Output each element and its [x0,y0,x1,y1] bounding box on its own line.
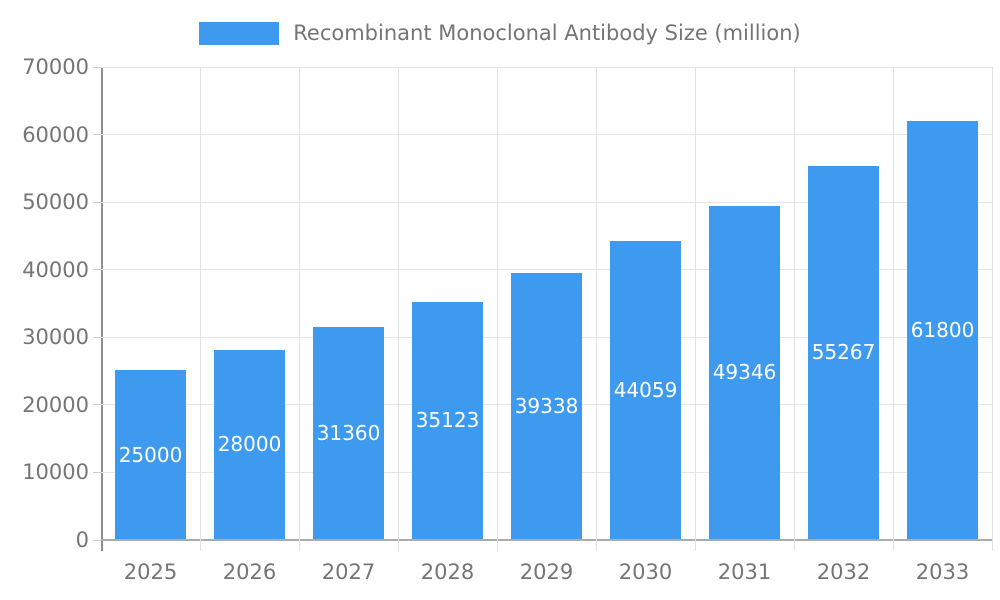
v-gridline [496,67,498,551]
y-axis-tick [93,66,101,68]
h-gridline [101,134,992,136]
bar[interactable]: 31360 [313,327,384,539]
x-tick-label: 2025 [123,560,178,584]
v-gridline [892,67,894,551]
x-tick-label: 2026 [222,560,277,584]
bar[interactable]: 25000 [115,370,186,539]
y-axis-tick [93,539,101,541]
y-tick-label: 30000 [22,325,89,350]
y-tick-label: 10000 [22,460,89,485]
bar-value-label: 28000 [217,432,282,457]
y-tick-label: 40000 [22,257,89,282]
y-axis-tick [93,269,101,271]
x-tick-label: 2027 [321,560,376,584]
bar-value-label: 35123 [415,408,480,433]
legend[interactable]: Recombinant Monoclonal Antibody Size (mi… [0,21,1000,45]
bar-value-label: 55267 [811,340,876,365]
v-gridline [397,67,399,551]
y-axis-tick [93,336,101,338]
bar-value-label: 39338 [514,394,579,419]
h-gridline [101,269,992,271]
bar[interactable]: 61800 [907,121,978,539]
y-tick-label: 20000 [22,392,89,417]
h-gridline [101,201,992,203]
v-gridline [793,67,795,551]
y-axis-line [101,67,103,551]
y-tick-label: 0 [75,528,89,552]
y-axis-tick [93,471,101,473]
y-axis-tick [93,201,101,203]
v-gridline [199,67,201,551]
y-tick-label: 70000 [22,55,89,79]
x-tick-label: 2031 [717,560,772,584]
v-gridline [991,67,993,551]
legend-label: Recombinant Monoclonal Antibody Size (mi… [293,21,801,45]
y-tick-label: 60000 [22,122,89,147]
y-tick-label: 50000 [22,190,89,215]
bar-value-label: 49346 [712,360,777,385]
x-tick-label: 2032 [816,560,871,584]
bar-value-label: 44059 [613,378,678,403]
y-axis-tick [93,404,101,406]
v-gridline [595,67,597,551]
bar[interactable]: 55267 [808,165,879,539]
bar-value-label: 31360 [316,421,381,446]
x-tick-label: 2030 [618,560,673,584]
bar-value-label: 25000 [118,442,183,467]
h-gridline [101,66,992,68]
plot-area: 0 10000 20000 30000 40000 50000 60000 70000 2500… [22,55,993,584]
v-gridline [298,67,300,551]
x-tick-label: 2029 [519,560,574,584]
bar[interactable]: 49346 [709,205,780,539]
bar-value-label: 61800 [910,318,975,343]
bar[interactable]: 35123 [412,301,483,539]
x-tick-label: 2028 [420,560,475,584]
legend-swatch [199,21,280,45]
x-axis-line [101,539,992,541]
bar[interactable]: 44059 [610,241,681,539]
v-gridline [694,67,696,551]
bar[interactable]: 39338 [511,273,582,539]
x-tick-label: 2033 [915,560,970,584]
bar[interactable]: 28000 [214,349,285,539]
y-axis-tick [93,134,101,136]
